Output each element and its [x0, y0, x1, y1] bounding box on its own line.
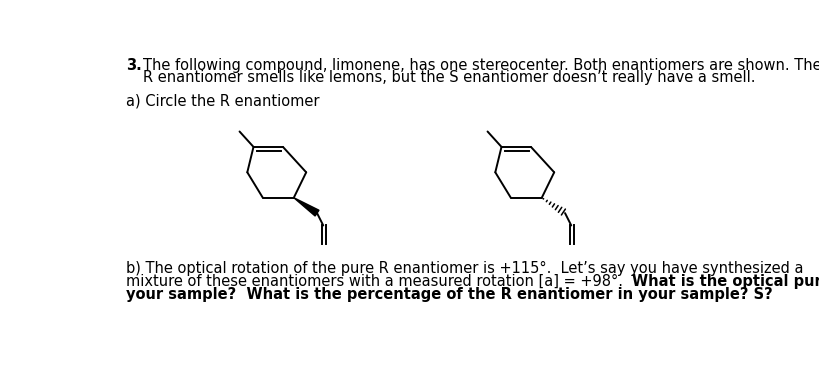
Text: R enantiomer smells like lemons, but the S enantiomer doesn’t really have a smel: R enantiomer smells like lemons, but the… [143, 70, 755, 85]
Text: a) Circle the R enantiomer: a) Circle the R enantiomer [125, 93, 319, 108]
Text: mixture of these enantiomers with a measured rotation [a] = +98°.: mixture of these enantiomers with a meas… [125, 274, 632, 289]
Text: your sample?  What is the percentage of the R enantiomer in your sample? S?: your sample? What is the percentage of t… [125, 287, 772, 302]
Polygon shape [294, 198, 319, 216]
Text: 3.: 3. [125, 58, 142, 73]
Text: What is the optical purity of: What is the optical purity of [632, 274, 819, 289]
Text: The following compound, limonene, has one stereocenter. Both enantiomers are sho: The following compound, limonene, has on… [143, 58, 819, 73]
Text: b) The optical rotation of the pure R enantiomer is +115°.  Let’s say you have s: b) The optical rotation of the pure R en… [125, 261, 803, 276]
